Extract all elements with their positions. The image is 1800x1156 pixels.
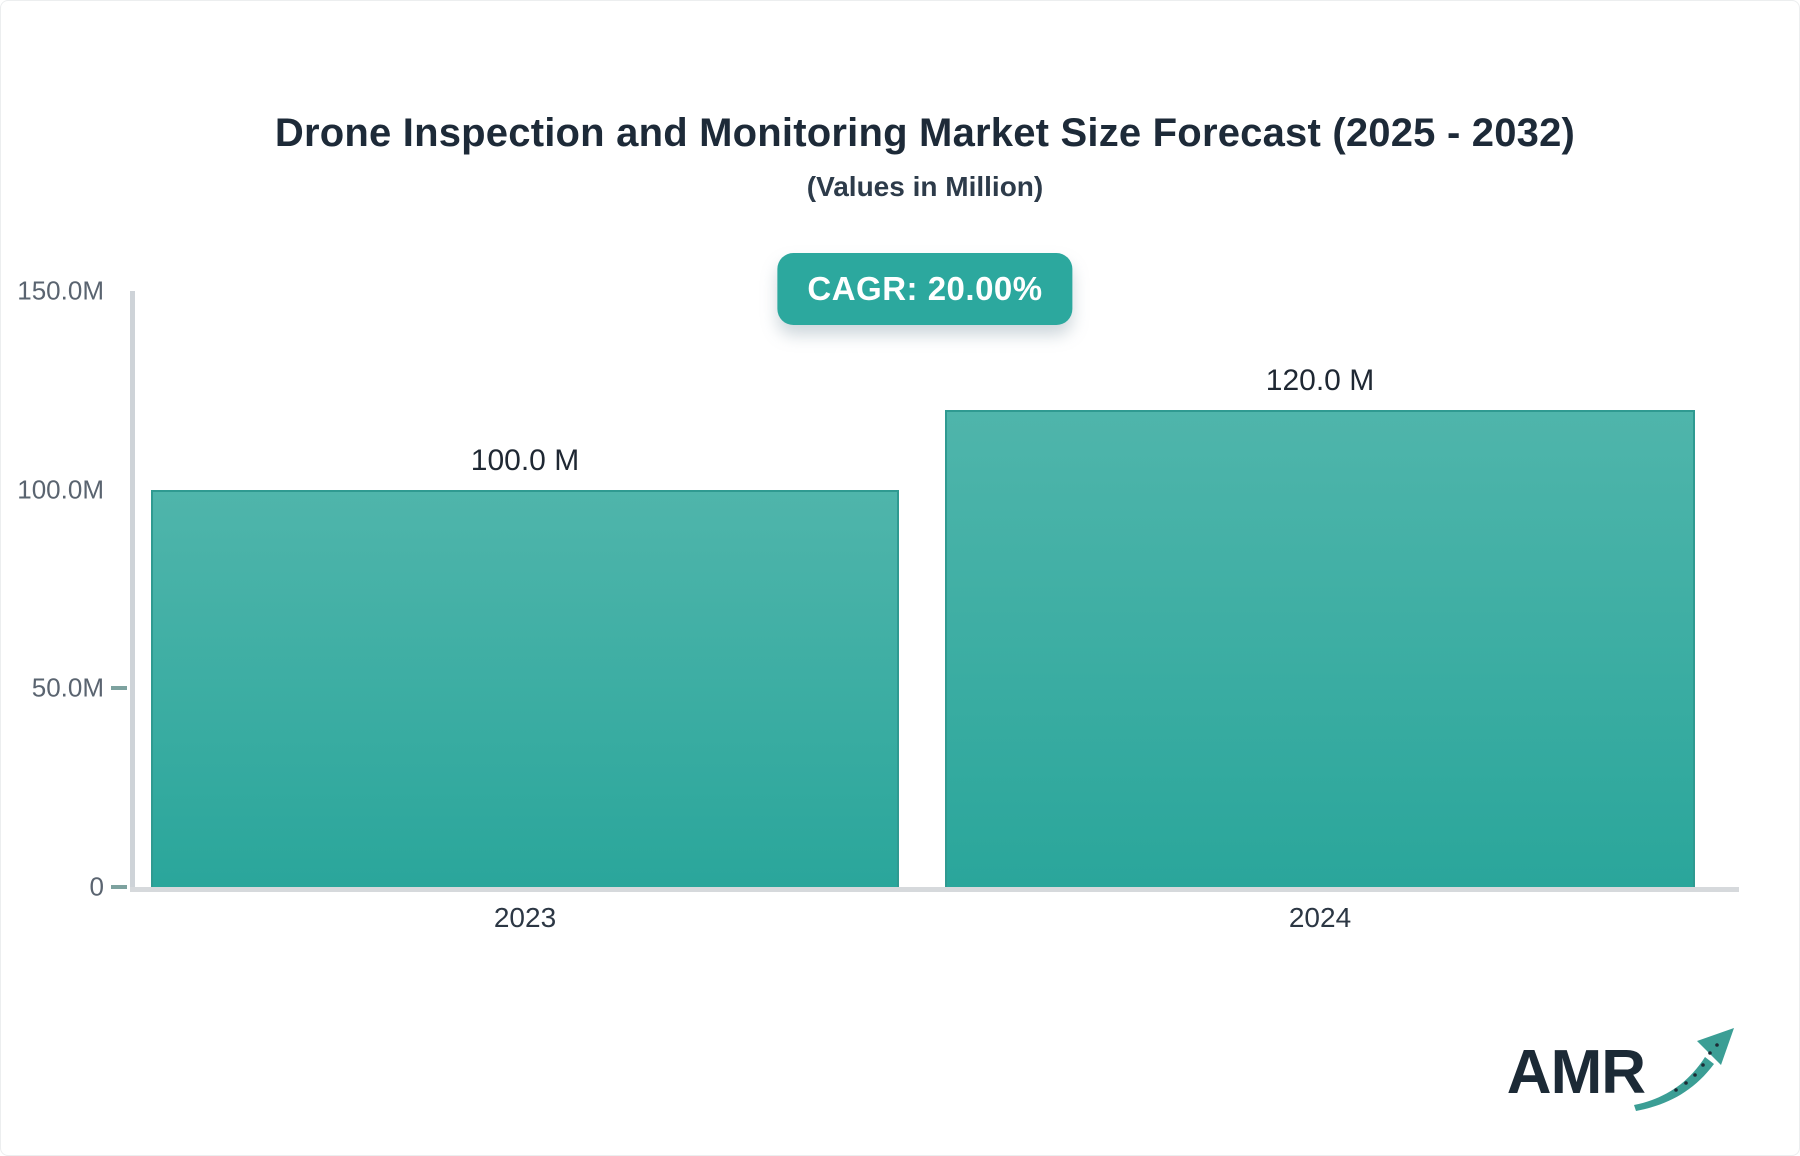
chart-title: Drone Inspection and Monitoring Market S… <box>274 111 1576 155</box>
y-axis-tick-label: 100.0M <box>17 474 104 505</box>
y-axis-tick-dash <box>111 885 127 889</box>
y-axis-tick-label: 50.0M <box>31 672 104 703</box>
y-axis-tick-label: 0 <box>89 871 104 902</box>
bar-2024[interactable] <box>945 410 1695 887</box>
bar-value-label: 120.0 M <box>1265 364 1375 398</box>
brand-logo: AMR <box>1507 1025 1741 1119</box>
y-axis-line <box>130 291 135 887</box>
x-axis-category-label: 2024 <box>1288 902 1352 933</box>
bar-value-label: 100.0 M <box>470 443 580 477</box>
x-axis-line <box>130 887 1739 892</box>
bar-2023[interactable] <box>151 489 899 887</box>
plot-area: 100.0 M 2023 120.0 M 2024 <box>130 291 1739 933</box>
brand-logo-text: AMR <box>1506 1037 1646 1107</box>
growth-arrow-icon <box>1634 1028 1734 1111</box>
cagr-badge: CAGR: 20.00% <box>777 253 1073 325</box>
y-axis-tick-label: 150.0M <box>17 275 104 306</box>
chart-subtitle: (Values in Million) <box>806 171 1044 202</box>
y-axis-tick-dash <box>111 686 127 691</box>
x-axis-category-label: 2023 <box>493 902 557 933</box>
